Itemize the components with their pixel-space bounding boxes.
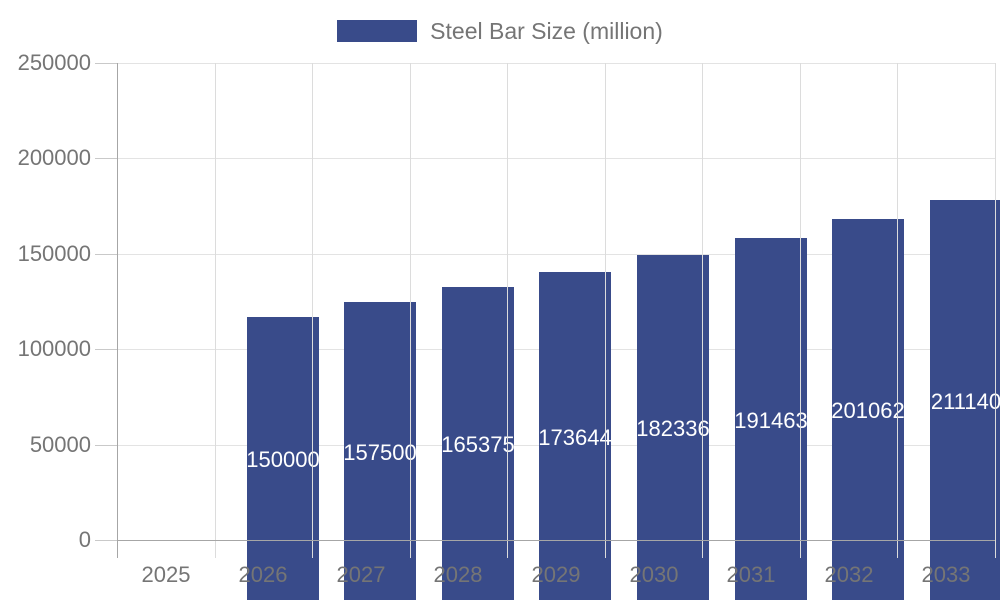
- bar-value-label: 211140: [930, 388, 1000, 414]
- x-gridline: [507, 63, 508, 558]
- bar[interactable]: 191463: [735, 238, 807, 600]
- x-gridline: [897, 63, 898, 558]
- bar[interactable]: 157500: [344, 302, 416, 600]
- bar[interactable]: 173644: [539, 272, 611, 600]
- y-gridline: [117, 158, 995, 160]
- y-tick-label: 200000: [17, 145, 91, 171]
- bar-value-label: 201062: [832, 398, 904, 423]
- x-axis-line: [117, 540, 995, 541]
- bar[interactable]: 165375: [442, 287, 514, 600]
- legend-label: Steel Bar Size (million): [430, 18, 663, 44]
- y-tick-label: 50000: [29, 431, 91, 457]
- bar[interactable]: 182336: [637, 255, 709, 600]
- y-gridline: [117, 253, 995, 255]
- x-tick-label: 2028: [433, 562, 483, 587]
- x-tick-label: 2029: [531, 562, 581, 587]
- x-tick-label: 2031: [726, 562, 776, 587]
- bar-value-label: 150000: [247, 447, 319, 472]
- bar[interactable]: 211140: [930, 200, 1000, 600]
- bar-value-label: 157500: [344, 439, 416, 465]
- bar[interactable]: 201062: [832, 219, 904, 600]
- legend[interactable]: Steel Bar Size (million): [0, 18, 1000, 44]
- x-gridline: [410, 63, 411, 558]
- x-gridline: [215, 63, 216, 558]
- y-tick: [95, 253, 117, 255]
- y-tick: [95, 540, 117, 541]
- bar[interactable]: 150000: [247, 317, 319, 600]
- y-tick: [95, 444, 117, 446]
- x-tick-label: 2025: [141, 562, 191, 587]
- x-tick-label: 2026: [238, 562, 288, 587]
- x-tick-label: 2027: [336, 562, 386, 587]
- bar-value-label: 173644: [539, 424, 611, 450]
- bar-value-label: 165375: [442, 432, 514, 457]
- x-gridline: [605, 63, 606, 558]
- bar-value-label: 182336: [637, 416, 709, 441]
- x-tick-label: 2030: [629, 562, 679, 587]
- x-gridline: [800, 63, 801, 558]
- y-tick: [95, 158, 117, 160]
- y-tick: [95, 63, 117, 64]
- x-gridline: [702, 63, 703, 558]
- y-tick-label: 100000: [17, 336, 91, 362]
- y-tick: [95, 349, 117, 351]
- y-gridline: [117, 63, 995, 64]
- legend-swatch: [337, 20, 418, 42]
- x-gridline: [995, 63, 996, 558]
- x-tick-label: 2033: [921, 562, 971, 587]
- bar-value-label: 191463: [735, 407, 807, 433]
- plot-area: 150000 157500 165375 173644 182336 191463 2010…: [117, 63, 1000, 600]
- y-tick-label: 0: [78, 527, 91, 552]
- y-axis-line: [117, 63, 118, 558]
- y-tick-label: 150000: [17, 240, 91, 266]
- x-tick-label: 2032: [824, 562, 874, 587]
- x-gridline: [312, 63, 313, 558]
- y-tick-label: 250000: [17, 50, 91, 75]
